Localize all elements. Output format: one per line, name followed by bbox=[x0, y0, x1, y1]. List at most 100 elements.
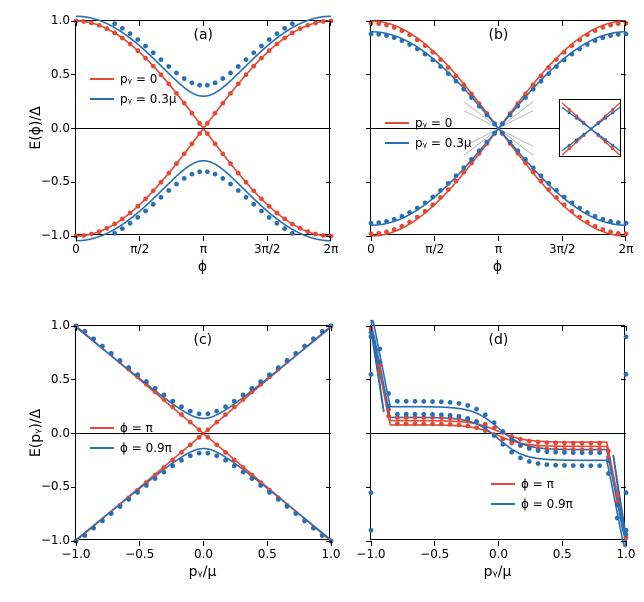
inset-marker bbox=[597, 133, 600, 136]
series-marker bbox=[82, 329, 87, 334]
series-marker bbox=[105, 226, 110, 231]
series-marker bbox=[182, 76, 187, 81]
series-marker bbox=[527, 439, 532, 444]
series-marker bbox=[615, 493, 620, 498]
series-marker bbox=[483, 425, 488, 430]
series-marker bbox=[438, 57, 443, 62]
series-marker bbox=[593, 224, 598, 229]
series-marker bbox=[616, 21, 621, 26]
series-marker bbox=[313, 21, 318, 26]
series-marker bbox=[616, 231, 621, 236]
series-marker bbox=[492, 420, 497, 425]
legend-label: pᵧ = 0.3μ bbox=[415, 136, 472, 150]
series-marker bbox=[593, 214, 598, 219]
series-marker bbox=[293, 511, 298, 516]
ytick-label: 1.0 bbox=[32, 13, 70, 27]
xtick-top bbox=[562, 326, 563, 331]
series-marker bbox=[395, 399, 400, 404]
series-marker bbox=[109, 351, 114, 356]
panel-b: 0π/2π3π/22π(b)pᵧ = 0pᵧ = 0.3μ bbox=[370, 20, 625, 235]
series-marker bbox=[446, 71, 451, 76]
series-line bbox=[76, 130, 331, 236]
series-marker bbox=[553, 450, 558, 455]
xtick bbox=[330, 236, 331, 241]
series-marker bbox=[448, 400, 453, 405]
series-marker bbox=[376, 220, 381, 225]
series-marker bbox=[624, 372, 629, 377]
series-marker bbox=[580, 450, 585, 455]
series-marker bbox=[544, 440, 549, 445]
series-marker bbox=[608, 230, 613, 235]
ytick bbox=[71, 182, 76, 183]
series-marker bbox=[267, 204, 272, 209]
series-marker bbox=[267, 48, 272, 53]
ytick bbox=[366, 379, 371, 380]
xtick bbox=[139, 236, 140, 241]
xtick-top bbox=[625, 21, 626, 26]
panel-letter: (b) bbox=[489, 27, 509, 43]
series-marker bbox=[404, 399, 409, 404]
series-marker bbox=[97, 229, 102, 234]
series-marker bbox=[423, 52, 428, 57]
series-marker bbox=[606, 458, 611, 463]
series-marker bbox=[153, 386, 158, 391]
series-marker bbox=[554, 57, 559, 62]
legend-item: ϕ = 0.9π bbox=[491, 496, 573, 512]
series-marker bbox=[174, 161, 179, 166]
series-marker bbox=[305, 23, 310, 28]
series-marker bbox=[624, 528, 629, 533]
series-marker bbox=[179, 412, 184, 417]
legend-item: ϕ = 0.9π bbox=[90, 440, 172, 456]
series-marker bbox=[446, 187, 451, 192]
series-marker bbox=[135, 215, 140, 220]
xtick-label: 0 bbox=[58, 242, 94, 256]
series-marker bbox=[282, 226, 287, 231]
xtick-top bbox=[267, 326, 268, 331]
series-marker bbox=[539, 73, 544, 78]
series-marker bbox=[477, 104, 482, 109]
series-marker bbox=[413, 399, 418, 404]
series-marker bbox=[275, 211, 280, 216]
series-marker bbox=[179, 450, 184, 455]
ytick bbox=[366, 74, 371, 75]
xlabel: pᵧ/μ bbox=[183, 564, 223, 580]
series-marker bbox=[205, 411, 210, 416]
xtick bbox=[203, 541, 204, 546]
series-marker bbox=[214, 442, 219, 447]
xtick-label: π/2 bbox=[417, 242, 453, 256]
inset-marker bbox=[568, 111, 571, 114]
ytick-right bbox=[326, 541, 331, 542]
series-marker bbox=[232, 458, 237, 463]
ytick-right bbox=[326, 433, 331, 434]
series-marker bbox=[285, 504, 290, 509]
ytick-label: 0.5 bbox=[32, 67, 70, 81]
series-marker bbox=[205, 169, 210, 174]
series-marker bbox=[267, 215, 272, 220]
series-marker bbox=[544, 449, 549, 454]
series-marker bbox=[430, 202, 435, 207]
series-marker bbox=[223, 404, 228, 409]
series-marker bbox=[162, 393, 167, 398]
ytick-right bbox=[621, 433, 626, 434]
xtick-top bbox=[371, 21, 372, 26]
series-marker bbox=[384, 33, 389, 38]
series-marker bbox=[151, 188, 156, 193]
series-marker bbox=[415, 47, 420, 52]
series-marker bbox=[518, 443, 523, 448]
series-marker bbox=[492, 122, 497, 127]
xtick-top bbox=[626, 326, 627, 331]
series-marker bbox=[483, 412, 488, 417]
series-marker bbox=[423, 43, 428, 48]
xtick-label: 3π/2 bbox=[249, 242, 285, 256]
series-marker bbox=[546, 71, 551, 76]
series-marker bbox=[290, 231, 295, 236]
ytick-right bbox=[326, 236, 331, 237]
series-marker bbox=[500, 437, 505, 442]
series-marker bbox=[311, 526, 316, 531]
series-marker bbox=[624, 32, 629, 37]
inset-marker bbox=[575, 117, 578, 120]
series-marker bbox=[438, 195, 443, 200]
inset-marker bbox=[597, 122, 600, 125]
series-marker bbox=[126, 365, 131, 370]
series-marker bbox=[112, 222, 117, 227]
